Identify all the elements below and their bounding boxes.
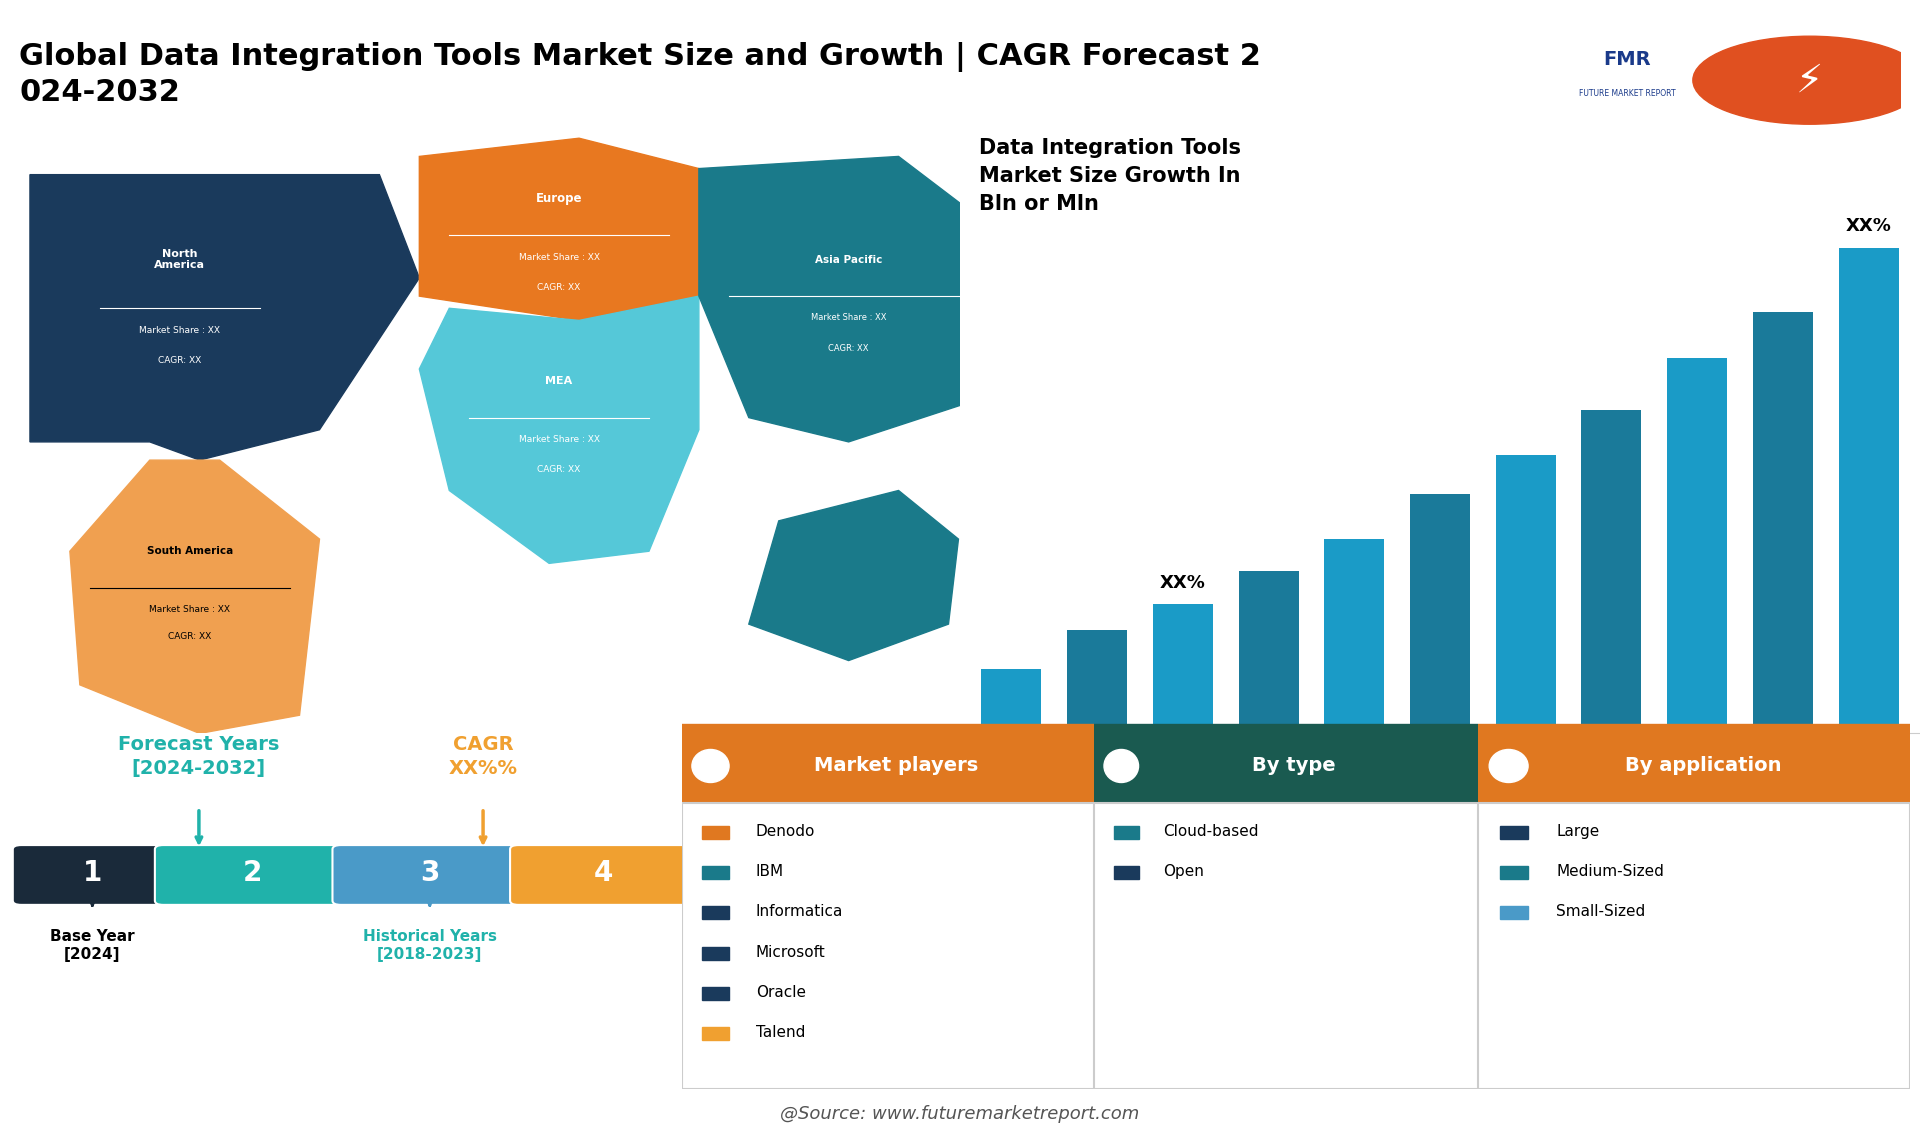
Text: 1: 1 [83,860,102,887]
Polygon shape [419,139,699,321]
Text: FMR: FMR [1603,50,1651,69]
Text: Microsoft: Microsoft [756,944,826,960]
Bar [981,668,1041,733]
Bar [703,1028,730,1041]
Text: Data Integration Tools
Market Size Growth In
Bln or Mln: Data Integration Tools Market Size Growt… [979,139,1240,214]
Polygon shape [31,174,419,460]
Text: By application: By application [1624,756,1782,776]
Text: Forecast Years
[2024-2032]: Forecast Years [2024-2032] [119,735,280,778]
Text: @Source: www.futuremarketreport.com: @Source: www.futuremarketreport.com [780,1106,1140,1123]
Circle shape [1104,749,1139,783]
Text: MEA: MEA [545,376,572,386]
Text: ⚡: ⚡ [1795,61,1824,100]
FancyBboxPatch shape [511,845,697,905]
Bar [1839,248,1899,733]
Bar [1500,826,1528,839]
Bar [703,826,730,839]
Bar [1582,409,1642,733]
Circle shape [1490,749,1528,783]
Text: FUTURE MARKET REPORT: FUTURE MARKET REPORT [1578,89,1676,99]
Bar [1496,455,1555,733]
Text: Historical Years
[2018-2023]: Historical Years [2018-2023] [363,928,497,963]
Text: CAGR
XX%%: CAGR XX%% [449,735,518,778]
Text: Base Year
[2024]: Base Year [2024] [50,928,134,963]
Text: Market Share : XX: Market Share : XX [150,605,230,614]
Text: 2: 2 [242,860,261,887]
Bar [1500,866,1528,879]
Text: Market Share : XX: Market Share : XX [518,252,599,261]
Text: Global Data Integration Tools Market Size and Growth | CAGR Forecast 2
024-2032: Global Data Integration Tools Market Siz… [19,41,1261,108]
Text: Small-Sized: Small-Sized [1555,904,1645,919]
Bar [1753,313,1812,733]
FancyBboxPatch shape [13,845,173,905]
Bar [1152,604,1213,733]
FancyBboxPatch shape [1478,802,1910,1089]
Polygon shape [699,156,979,442]
Polygon shape [69,460,319,733]
Text: CAGR: XX: CAGR: XX [538,465,580,474]
Bar [1114,826,1139,839]
FancyBboxPatch shape [676,724,1100,808]
Bar [1068,630,1127,733]
Circle shape [1693,37,1920,124]
Bar [703,906,730,919]
Text: Denodo: Denodo [756,824,816,839]
Bar [1667,358,1728,733]
Text: CAGR: XX: CAGR: XX [538,283,580,292]
Text: Cloud-based: Cloud-based [1164,824,1260,839]
Bar [703,866,730,879]
Text: XX%: XX% [1845,218,1891,235]
Polygon shape [749,490,958,660]
Text: Asia Pacific: Asia Pacific [814,254,883,265]
Text: Medium-Sized: Medium-Sized [1555,864,1665,879]
FancyBboxPatch shape [332,845,528,905]
Text: CAGR: XX: CAGR: XX [828,344,870,353]
Text: 4: 4 [593,860,614,887]
Bar [703,987,730,1000]
Text: Informatica: Informatica [756,904,843,919]
Text: By type: By type [1252,756,1336,776]
Text: Oracle: Oracle [756,986,806,1000]
Text: Large: Large [1555,824,1599,839]
Text: CAGR: XX: CAGR: XX [169,633,211,642]
FancyBboxPatch shape [1473,724,1916,808]
Polygon shape [419,296,699,564]
Text: Open: Open [1164,864,1204,879]
Bar [1238,572,1298,733]
FancyBboxPatch shape [682,802,1094,1089]
Bar [1114,866,1139,879]
Bar [1409,494,1471,733]
FancyBboxPatch shape [156,845,349,905]
Text: Europe: Europe [536,193,582,205]
Bar [703,947,730,959]
Text: XX%: XX% [1160,574,1206,591]
Bar [1325,539,1384,733]
Text: Market Share : XX: Market Share : XX [140,325,221,335]
FancyBboxPatch shape [1089,724,1484,808]
Text: North
America: North America [154,249,205,270]
Circle shape [691,749,730,783]
Bar [1500,906,1528,919]
Text: Market Share : XX: Market Share : XX [810,313,887,322]
Text: Talend: Talend [756,1026,804,1041]
Text: Market players: Market players [814,756,979,776]
Text: IBM: IBM [756,864,783,879]
Text: 3: 3 [420,860,440,887]
Text: CAGR: XX: CAGR: XX [157,356,202,364]
Text: Market Share : XX: Market Share : XX [518,434,599,444]
FancyBboxPatch shape [1094,802,1478,1089]
Text: South America: South America [146,547,232,556]
